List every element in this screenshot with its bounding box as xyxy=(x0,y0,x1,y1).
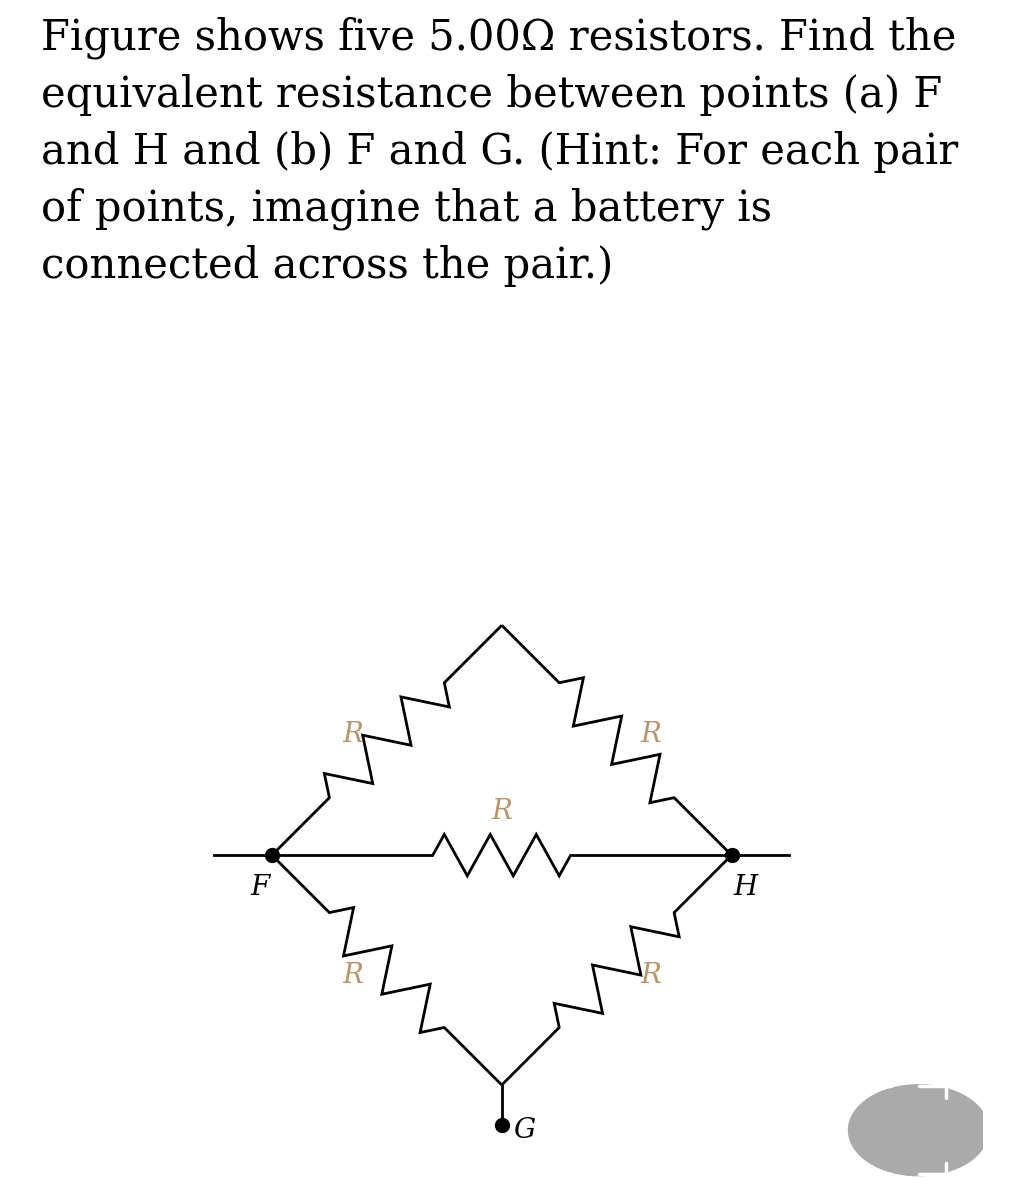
Text: R: R xyxy=(641,963,662,989)
Text: R: R xyxy=(342,721,362,748)
Text: R: R xyxy=(342,963,362,989)
Text: R: R xyxy=(492,798,512,825)
Text: F: F xyxy=(251,874,270,901)
Text: H: H xyxy=(733,874,758,901)
Text: R: R xyxy=(641,721,662,748)
FancyBboxPatch shape xyxy=(41,562,983,1184)
Circle shape xyxy=(849,1085,988,1176)
Text: G: G xyxy=(514,1117,536,1145)
Text: Figure shows five 5.00Ω resistors. Find the
equivalent resistance between points: Figure shows five 5.00Ω resistors. Find … xyxy=(41,17,958,287)
